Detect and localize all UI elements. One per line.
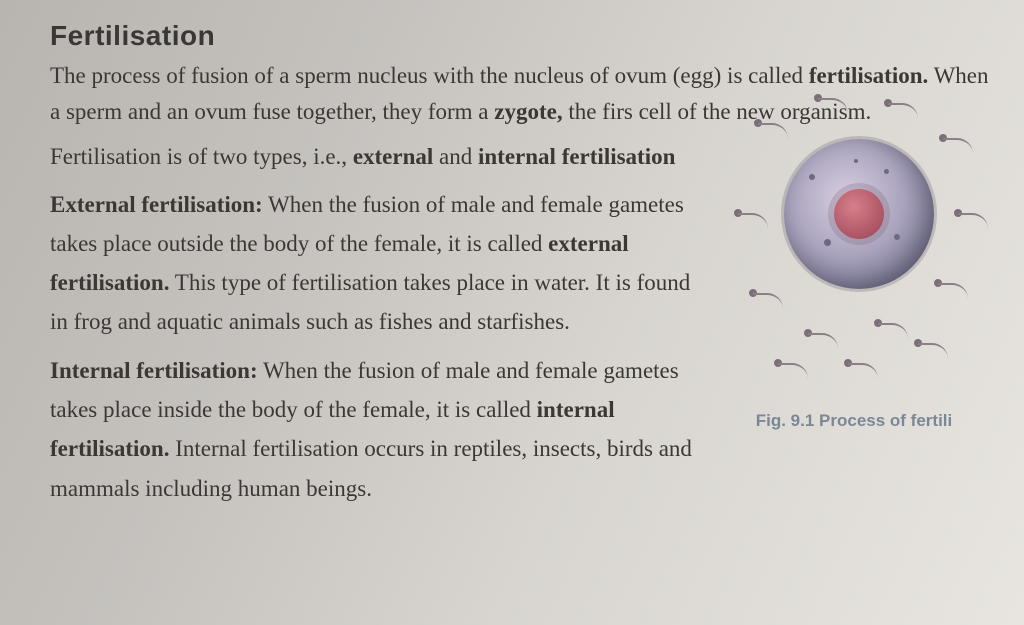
types-line: Fertilisation is of two types, i.e., ext… bbox=[50, 139, 694, 175]
text-column: Fertilisation is of two types, i.e., ext… bbox=[50, 139, 694, 517]
sperm-icon bbox=[914, 339, 922, 347]
figure-caption: Fig. 9.1 Process of fertili bbox=[714, 411, 994, 431]
ovum-icon bbox=[784, 139, 934, 289]
external-heading: External fertilisation: bbox=[50, 192, 263, 217]
intro-text-1: The process of fusion of a sperm nucleus… bbox=[50, 63, 809, 88]
textbook-page: Fertilisation The process of fusion of a… bbox=[50, 20, 994, 605]
sperm-icon bbox=[754, 119, 762, 127]
internal-heading: Internal fertilisation: bbox=[50, 358, 258, 383]
speckle-icon bbox=[884, 169, 889, 174]
types-text-2: and bbox=[433, 144, 478, 169]
external-paragraph: External fertilisation: When the fusion … bbox=[50, 185, 694, 341]
internal-paragraph: Internal fertilisation: When the fusion … bbox=[50, 351, 694, 507]
term-zygote: zygote, bbox=[494, 99, 562, 124]
sperm-icon bbox=[774, 359, 782, 367]
sperm-icon bbox=[934, 279, 942, 287]
term-external: external bbox=[353, 144, 433, 169]
sperm-icon bbox=[814, 94, 822, 102]
term-internal-fertilisation-head: internal fertilisation bbox=[478, 144, 675, 169]
speckle-icon bbox=[854, 159, 858, 163]
types-text-1: Fertilisation is of two types, i.e., bbox=[50, 144, 353, 169]
speckle-icon bbox=[809, 174, 815, 180]
sperm-icon bbox=[884, 99, 892, 107]
sperm-icon bbox=[874, 319, 882, 327]
speckle-icon bbox=[824, 239, 831, 246]
sperm-icon bbox=[734, 209, 742, 217]
sperm-icon bbox=[954, 209, 962, 217]
sperm-icon bbox=[804, 329, 812, 337]
figure-column: Fig. 9.1 Process of fertili bbox=[714, 79, 994, 431]
fertilisation-diagram bbox=[724, 79, 984, 399]
speckle-icon bbox=[894, 234, 900, 240]
content-row: Fertilisation is of two types, i.e., ext… bbox=[50, 139, 994, 517]
section-heading: Fertilisation bbox=[50, 20, 994, 52]
sperm-icon bbox=[844, 359, 852, 367]
sperm-icon bbox=[939, 134, 947, 142]
sperm-icon bbox=[749, 289, 757, 297]
